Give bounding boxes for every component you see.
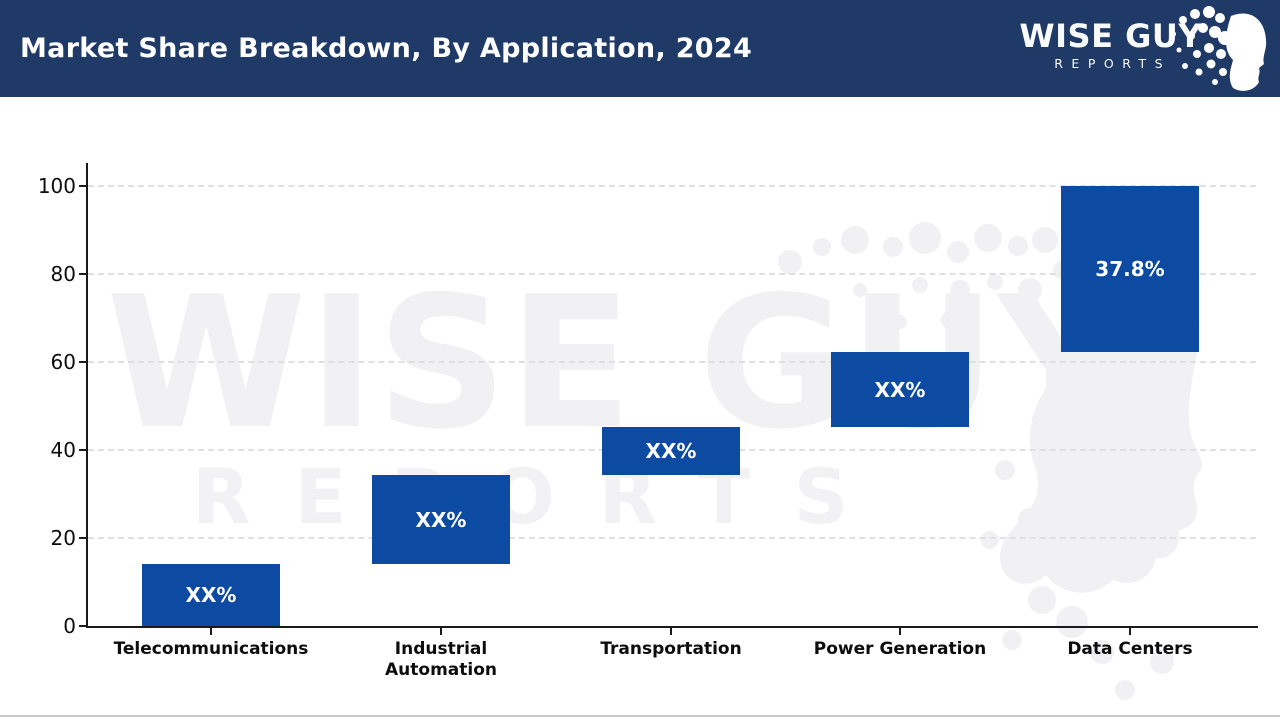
x-category-label: Industrial Automation [385,639,497,681]
x-axis-line [86,626,1258,628]
bar-data-centers: 37.8% [1061,186,1199,353]
bar-transportation: XX% [602,427,740,476]
x-tick-mark [1129,628,1131,635]
brand-logo: WISE GUY REPORTS [1015,4,1270,94]
x-category-label: Transportation [600,639,742,659]
x-tick-mark [440,628,442,635]
y-tick-mark [79,185,86,187]
bar-value-label: XX% [185,583,237,608]
x-tick-mark [210,628,212,635]
y-gridline [88,361,1256,363]
y-tick-label: 40 [50,438,76,462]
bar-value-label: XX% [874,377,926,402]
y-tick-label: 80 [50,262,76,286]
y-gridline [88,537,1256,539]
y-tick-mark [79,273,86,275]
logo-face-icon [1170,6,1267,91]
x-category-label: Data Centers [1067,639,1193,659]
y-tick-mark [79,361,86,363]
x-tick-mark [899,628,901,635]
bar-value-label: XX% [645,439,697,464]
x-tick-mark [670,628,672,635]
y-tick-label: 100 [37,174,76,198]
x-category-label: Power Generation [813,639,987,659]
y-axis-line [86,163,88,628]
y-gridline [88,185,1256,187]
y-tick-label: 60 [50,350,76,374]
y-tick-label: 0 [63,614,76,638]
bar-power-generation: XX% [831,352,969,428]
bottom-border-line [0,715,1280,717]
header-bar: Market Share Breakdown, By Application, … [0,0,1280,97]
bar-value-label: XX% [415,507,467,532]
bar-telecommunications: XX% [142,564,280,626]
y-tick-label: 20 [50,526,76,550]
x-category-label: Telecommunications [113,639,309,659]
y-tick-mark [79,449,86,451]
y-gridline [88,273,1256,275]
logo-reports-text: REPORTS [1054,55,1172,71]
y-tick-mark [79,625,86,627]
bar-industrial-automation: XX% [372,475,510,565]
page-title: Market Share Breakdown, By Application, … [20,33,753,64]
bar-value-label: 37.8% [1095,257,1165,282]
y-tick-mark [79,537,86,539]
